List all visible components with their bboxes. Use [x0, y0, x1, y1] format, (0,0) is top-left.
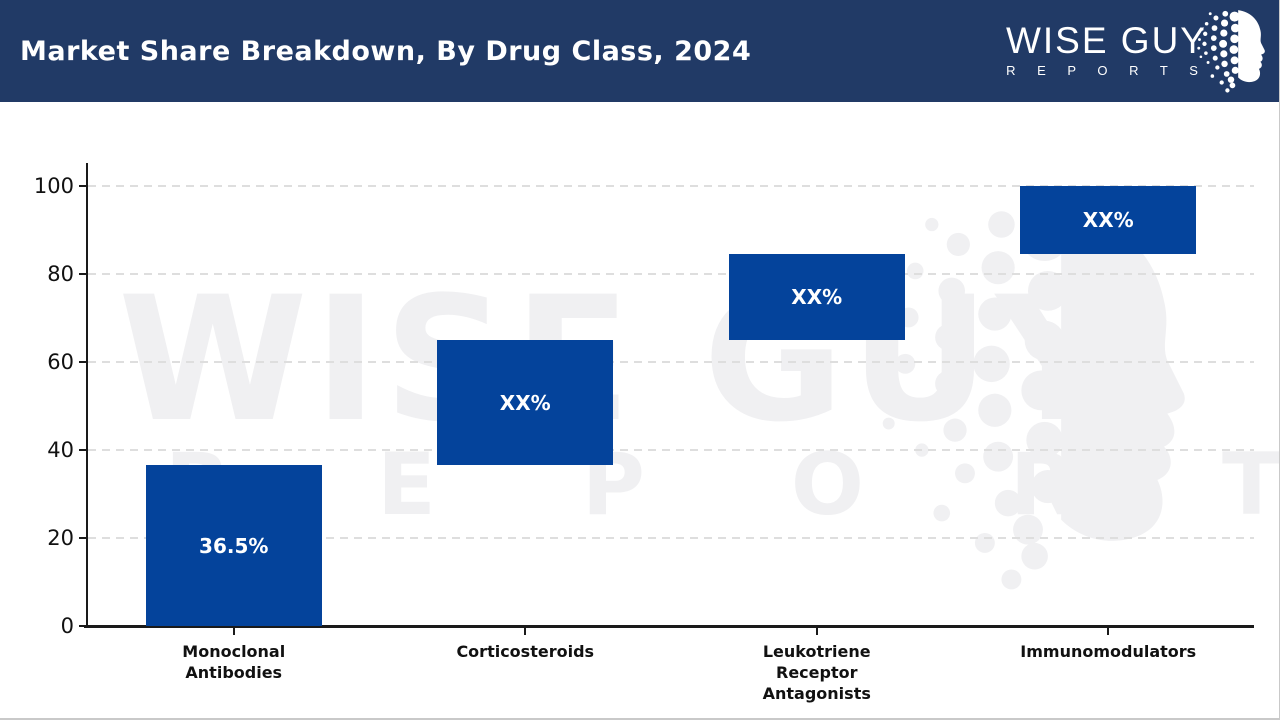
x-tick — [232, 628, 235, 635]
y-tick — [79, 273, 86, 275]
gridline — [88, 537, 1254, 539]
bar — [728, 254, 905, 340]
y-tick-label: 80 — [47, 262, 74, 286]
x-tick — [815, 628, 818, 635]
logo-face-icon — [1195, 8, 1267, 94]
gridline — [88, 449, 1254, 451]
y-tick-label: 60 — [47, 350, 74, 374]
bar-label: 36.5% — [199, 533, 269, 558]
y-tick — [79, 625, 86, 627]
x-category-label: Immunomodulators — [1020, 642, 1197, 661]
bar-label: XX% — [499, 390, 551, 415]
page-title: Market Share Breakdown, By Drug Class, 2… — [20, 35, 752, 67]
y-tick — [79, 361, 86, 363]
bar — [1020, 186, 1197, 255]
logo-text: WISE GUY R E P O R T S — [1006, 22, 1207, 78]
bar-label: XX% — [791, 285, 843, 310]
y-tick — [79, 185, 86, 187]
gridline — [88, 361, 1254, 363]
bar — [437, 340, 614, 466]
x-axis-line — [84, 625, 1254, 628]
y-tick-label: 40 — [47, 438, 74, 462]
x-category-label: Leukotriene Receptor Antagonists — [762, 642, 871, 703]
y-axis-line — [86, 163, 88, 628]
x-tick — [1107, 628, 1110, 635]
bar-label: XX% — [1082, 208, 1134, 233]
gridline — [88, 185, 1254, 187]
header: Market Share Breakdown, By Drug Class, 2… — [0, 0, 1279, 102]
y-tick — [79, 537, 86, 539]
logo-subtitle: R E P O R T S — [1006, 63, 1207, 78]
logo-wordmark: WISE GUY — [1005, 20, 1207, 61]
wise-guy-reports-logo: WISE GUY R E P O R T S — [1006, 6, 1267, 94]
y-tick-label: 20 — [47, 526, 74, 550]
x-category-label: Monoclonal Antibodies — [182, 642, 286, 682]
x-tick — [524, 628, 527, 635]
plot-area: 0 20 40 60 80 100 36.5% Monoclonal Antibodies XX… — [34, 163, 1254, 703]
gridline — [88, 273, 1254, 275]
y-tick — [79, 449, 86, 451]
x-category-label: Corticosteroids — [456, 642, 595, 661]
bar — [145, 465, 322, 626]
y-tick-label: 100 — [33, 174, 74, 198]
y-tick-label: 0 — [60, 614, 74, 638]
